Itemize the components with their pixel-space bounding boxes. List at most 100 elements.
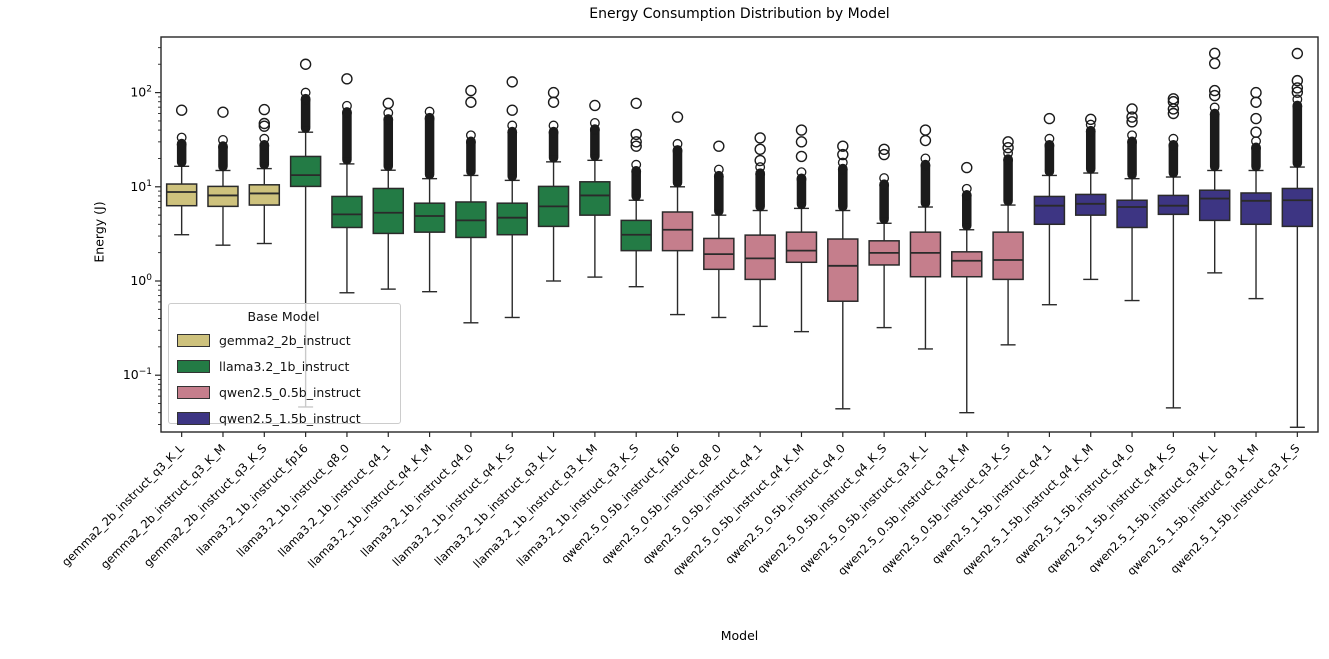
box-llama3.2_1b_instruct_q4_1 (372, 97, 405, 290)
outlier-point (671, 111, 684, 123)
box-qwen2.5_1.5b_instruct_q4_K_S (1157, 93, 1190, 409)
outlier-point (1002, 136, 1014, 148)
box-gemma2_2b_instruct_q3_K_M (207, 106, 239, 246)
y-tick-label: 102 (130, 85, 152, 100)
box-llama3.2_1b_instruct_q8_0 (331, 73, 363, 294)
y-tick-label: 100 (130, 273, 152, 288)
outlier-point (382, 97, 394, 109)
box-qwen2.5_1.5b_instruct_q3_K_L (1198, 47, 1231, 274)
outlier-point (1085, 113, 1097, 126)
box-gemma2_2b_instruct_q3_K_L (165, 104, 198, 236)
outlier-point (1250, 86, 1262, 99)
legend-label: llama3.2_1b_instruct (219, 358, 350, 374)
outlier-point (299, 58, 312, 70)
box-gemma2_2b_instruct_q3_K_S (248, 103, 281, 245)
outlier-point (754, 132, 766, 144)
outlier-point (341, 73, 353, 85)
outlier-point (1291, 74, 1304, 87)
outlier-point (1167, 96, 1180, 108)
outlier-point (1002, 142, 1014, 154)
box-llama3.2_1b_instruct_q4_K_M (413, 106, 446, 293)
outlier-point (630, 97, 642, 109)
outlier-point (837, 148, 849, 161)
outlier-point (795, 150, 808, 163)
outlier-point (1250, 126, 1262, 138)
box-llama3.2_1b_instruct_q3_K_S (620, 97, 652, 288)
box-llama3.2_1b_instruct_q3_K_L (537, 86, 570, 282)
outlier-point (630, 136, 642, 148)
outlier-point (919, 134, 932, 147)
outlier-point (1043, 112, 1056, 125)
box-qwen2.5_1.5b_instruct_q3_K_M (1240, 86, 1272, 300)
outlier-point (1208, 89, 1221, 102)
outlier-point (1208, 47, 1221, 60)
outlier-point (465, 84, 477, 97)
legend-row: qwen2.5_1.5b_instruct (177, 405, 390, 431)
legend-swatch-qwen2-5-0-5b (177, 385, 210, 399)
outlier-point (630, 128, 642, 141)
outlier-point (1126, 116, 1138, 128)
x-ticks: gemma2_2b_instruct_q3_K_Lgemma2_2b_instr… (59, 432, 1302, 578)
box-qwen2.5_0.5b_instruct_q3_K_S (992, 136, 1024, 346)
outlier-point (630, 140, 642, 152)
outlier-point (258, 117, 271, 130)
box-qwen2.5_0.5b_instruct_q3_K_L (909, 124, 942, 350)
legend-swatch-llama3-2-1b (177, 359, 210, 373)
outlier-point (258, 103, 271, 116)
legend-row: qwen2.5_0.5b_instruct (177, 379, 390, 405)
outlier-point (547, 86, 560, 99)
y-tick-label: 10−1 (123, 367, 152, 382)
legend-swatch-gemma2-2b (177, 333, 210, 347)
outlier-point (919, 124, 932, 136)
plot-frame (160, 36, 1319, 433)
outlier-point (1167, 93, 1180, 105)
box-qwen2.5_0.5b_instruct_fp16 (661, 111, 694, 316)
outlier-point (1126, 103, 1138, 115)
outlier-point (589, 99, 601, 112)
outlier-point (878, 148, 890, 161)
legend-label: qwen2.5_0.5b_instruct (219, 384, 361, 400)
outlier-point (1126, 111, 1138, 123)
outlier-point (1167, 107, 1180, 120)
y-tick-label: 101 (130, 179, 152, 194)
outlier-point (1291, 82, 1304, 94)
box-qwen2.5_1.5b_instruct_q4_0 (1116, 103, 1148, 302)
legend-label: gemma2_2b_instruct (219, 332, 351, 348)
legend: Base Model gemma2_2b_instruct llama3.2_1… (168, 303, 401, 426)
box-llama3.2_1b_instruct_q3_K_M (579, 99, 611, 278)
box-qwen2.5_1.5b_instruct_q3_K_S (1281, 47, 1314, 428)
y-major-ticks: 102 101 100 10−1 (123, 85, 161, 382)
x-axis-label: Model (720, 628, 759, 643)
outlier-point (1250, 96, 1262, 108)
y-axis-label: Energy (J) (91, 201, 107, 263)
outlier-point (961, 161, 973, 174)
legend-swatch-qwen2-5-1-5b (177, 411, 210, 425)
box-qwen2.5_0.5b_instruct_q8_0 (703, 140, 735, 319)
outlier-point (837, 140, 849, 152)
outlier-point (547, 96, 560, 108)
outlier-point (1250, 112, 1262, 125)
outlier-point (1291, 86, 1304, 98)
box-llama3.2_1b_instruct_q4_0 (455, 84, 487, 324)
outlier-point (1208, 84, 1221, 97)
box-qwen2.5_0.5b_instruct_q4_0 (827, 140, 859, 410)
outlier-point (1208, 57, 1221, 70)
outlier-point (795, 136, 808, 148)
box-qwen2.5_1.5b_instruct_q4_1 (1033, 112, 1066, 306)
box-llama3.2_1b_instruct_q4_K_S (496, 76, 528, 319)
outlier-point (217, 106, 229, 118)
outlier-point (878, 143, 890, 156)
legend-row: llama3.2_1b_instruct (177, 353, 390, 379)
box-qwen2.5_0.5b_instruct_q4_K_M (785, 124, 818, 333)
legend-label: qwen2.5_1.5b_instruct (219, 410, 361, 426)
y-minor-ticks (158, 47, 161, 425)
outlier-point (795, 124, 808, 136)
legend-row: gemma2_2b_instruct (177, 327, 390, 353)
outlier-point (1291, 47, 1304, 60)
legend-title: Base Model (247, 309, 320, 324)
box-qwen2.5_0.5b_instruct_q4_1 (744, 132, 776, 328)
chart-title: Energy Consumption Distribution by Model (589, 6, 890, 22)
outlier-point (506, 76, 518, 88)
